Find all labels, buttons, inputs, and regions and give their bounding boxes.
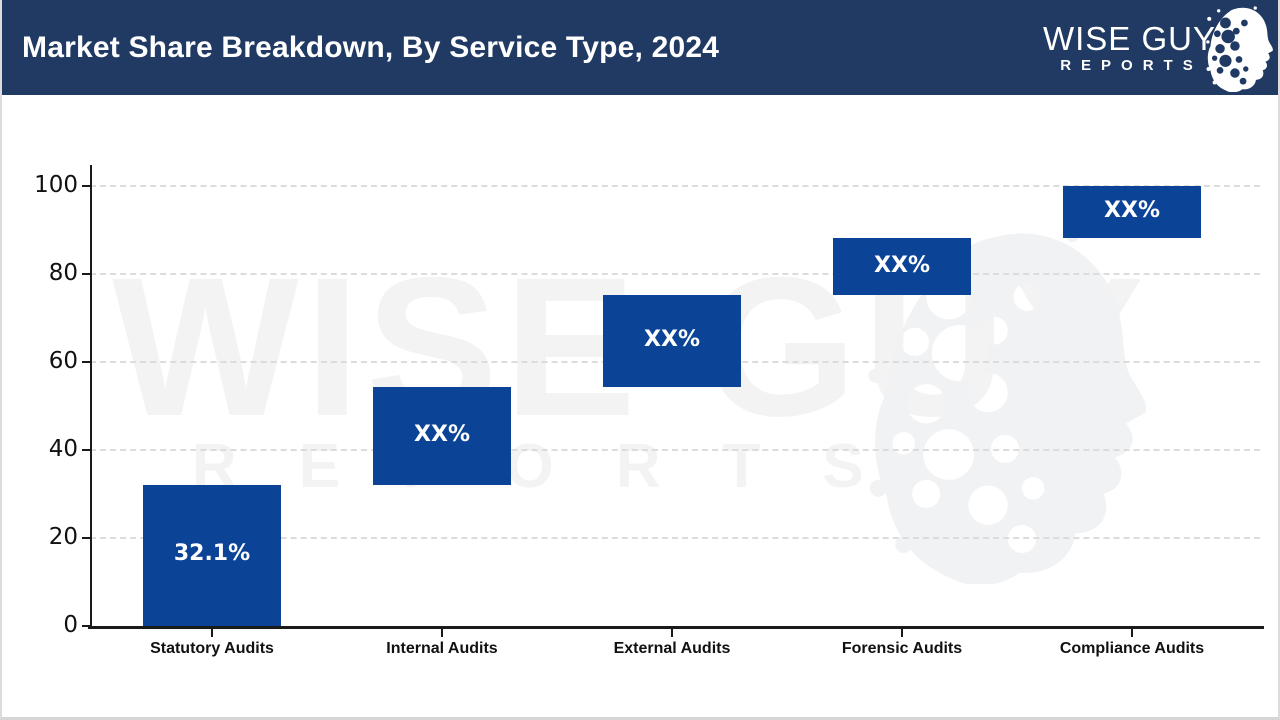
y-axis-tick-20: [82, 537, 90, 539]
x-axis-label: Compliance Audits: [1059, 640, 1205, 657]
watermark-text-reports: REPORTS: [192, 432, 926, 501]
bar-value-label: XX%: [874, 252, 930, 278]
logo-wiseguy-label: WISE GUY: [1042, 20, 1216, 58]
x-axis-label: Statutory Audits: [150, 640, 274, 657]
gridline-20: [90, 537, 1260, 539]
bar-segment-4: [833, 237, 971, 296]
bar-value-label: XX%: [414, 421, 470, 447]
x-axis-line: [88, 626, 1264, 629]
x-axis-tick: [1131, 629, 1133, 637]
bar-segment-2: [373, 386, 511, 485]
page-title: Market Share Breakdown, By Service Type,…: [22, 30, 720, 64]
y-axis-tick-label: 100: [34, 172, 78, 198]
logo-reports-label: REPORTS: [1060, 56, 1203, 74]
y-axis-tick-60: [82, 361, 90, 363]
bar-value-label: XX%: [1104, 197, 1160, 223]
logo-face-icon: [1206, 6, 1273, 92]
gridline-80: [90, 273, 1260, 275]
bar-segment-3: [603, 295, 741, 387]
gridline-40: [90, 449, 1260, 451]
bar-segment-5: [1063, 186, 1201, 238]
logo-text: WISE GUY REPORTS: [1043, 22, 1216, 74]
bar-value-label: 32.1%: [173, 541, 251, 567]
x-axis-tick: [901, 629, 903, 637]
watermark-face-logo: [868, 227, 1146, 584]
wise-guy-logo: WISE GUY REPORTS: [1043, 2, 1276, 94]
y-axis-tick-label: 60: [48, 348, 78, 374]
y-axis-tick-0: [82, 625, 90, 627]
x-axis-tick: [671, 629, 673, 637]
y-axis-tick-label: 20: [48, 524, 78, 550]
y-axis-tick-100: [82, 185, 90, 187]
y-axis-tick-label: 0: [63, 612, 78, 638]
bar-value-label: XX%: [644, 326, 700, 352]
x-axis-tick: [441, 629, 443, 637]
y-axis-tick-label: 80: [48, 260, 78, 286]
x-axis-label: External Audits: [613, 640, 731, 657]
bar-segment-1: [143, 484, 281, 626]
y-axis-tick-80: [82, 273, 90, 275]
bar-chart: 0 20 40 60 80 100 32.1% Statutory Audits XX% Inte…: [2, 95, 1278, 717]
y-axis-line: [90, 165, 92, 628]
header-bar: Market Share Breakdown, By Service Type,…: [2, 0, 1278, 95]
x-axis-label: Forensic Audits: [841, 640, 963, 657]
gridline-100: [90, 185, 1260, 187]
y-axis-tick-40: [82, 449, 90, 451]
x-axis-label: Internal Audits: [386, 640, 498, 657]
y-axis-tick-label: 40: [48, 436, 78, 462]
x-axis-tick: [211, 629, 213, 637]
